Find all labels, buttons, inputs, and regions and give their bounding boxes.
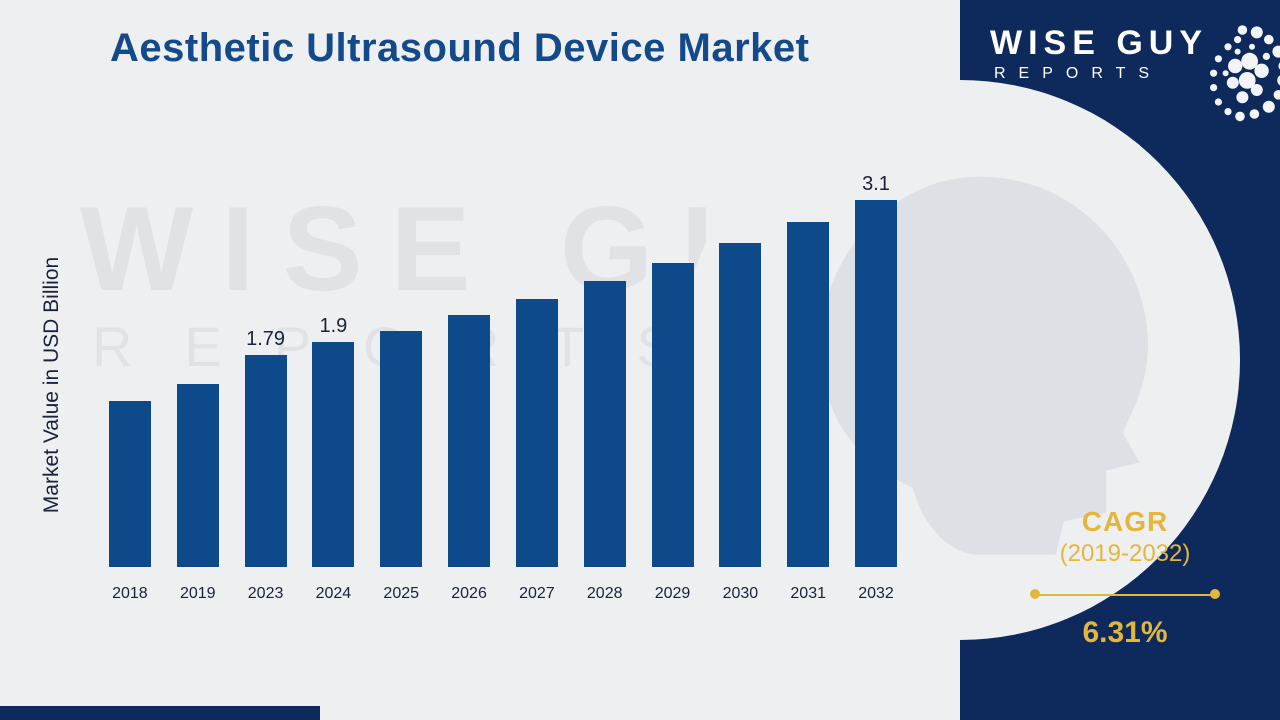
x-tick-label: 2025 — [367, 575, 435, 605]
x-tick-label: 2018 — [96, 575, 164, 605]
brand-head-icon — [1180, 18, 1280, 138]
bar — [516, 299, 558, 567]
bar-column — [164, 165, 232, 567]
x-tick-label: 2031 — [774, 575, 842, 605]
bar-column — [503, 165, 571, 567]
bar-column — [571, 165, 639, 567]
bottom-accent-strip — [0, 706, 320, 720]
bar — [312, 342, 354, 567]
bar — [109, 401, 151, 567]
x-tick-label: 2019 — [164, 575, 232, 605]
bar — [719, 243, 761, 567]
x-axis-ticks: 2018201920232024202520262027202820292030… — [96, 575, 910, 605]
separator-dot-right — [1210, 589, 1220, 599]
bar-column: 3.1 — [842, 165, 910, 567]
bar-chart: Market Value in USD Billion 1.791.93.1 2… — [70, 165, 910, 605]
y-axis-label: Market Value in USD Billion — [40, 257, 64, 513]
x-tick-label: 2028 — [571, 575, 639, 605]
bar — [380, 331, 422, 567]
bar-column — [96, 165, 164, 567]
plot-area: 1.79 1.9 3.1 — [96, 165, 910, 567]
bar-column — [639, 165, 707, 567]
chart-title: Aesthetic Ultrasound Device Market — [110, 26, 809, 71]
bars-container: 1.79 1.9 3.1 — [96, 165, 910, 567]
x-tick-label: 2026 — [435, 575, 503, 605]
bar — [652, 263, 694, 567]
cagr-value: 6.31% — [1010, 616, 1240, 650]
x-tick-label: 2030 — [706, 575, 774, 605]
x-tick-label: 2024 — [299, 575, 367, 605]
bar-column — [367, 165, 435, 567]
bar-column: 1.9 — [299, 165, 367, 567]
x-tick-label: 2023 — [232, 575, 300, 605]
x-tick-label: 2032 — [842, 575, 910, 605]
cagr-callout: CAGR (2019-2032) 6.31% — [1010, 506, 1240, 650]
x-tick-label: 2029 — [639, 575, 707, 605]
bar-value-label: 3.1 — [862, 173, 890, 196]
cagr-separator — [1035, 584, 1215, 604]
bar — [177, 384, 219, 567]
x-tick-label: 2027 — [503, 575, 571, 605]
bar — [245, 355, 287, 567]
bar-column: 1.79 — [232, 165, 300, 567]
bar-column — [706, 165, 774, 567]
bar-column — [435, 165, 503, 567]
bar-value-label: 1.9 — [319, 315, 347, 338]
bar — [448, 315, 490, 567]
bar — [787, 222, 829, 567]
bar — [855, 200, 897, 567]
bar-value-label: 1.79 — [246, 328, 285, 351]
separator-dot-left — [1030, 589, 1040, 599]
bar-column — [774, 165, 842, 567]
bar — [584, 281, 626, 567]
cagr-label: CAGR — [1010, 506, 1240, 538]
cagr-period: (2019-2032) — [1010, 540, 1240, 568]
